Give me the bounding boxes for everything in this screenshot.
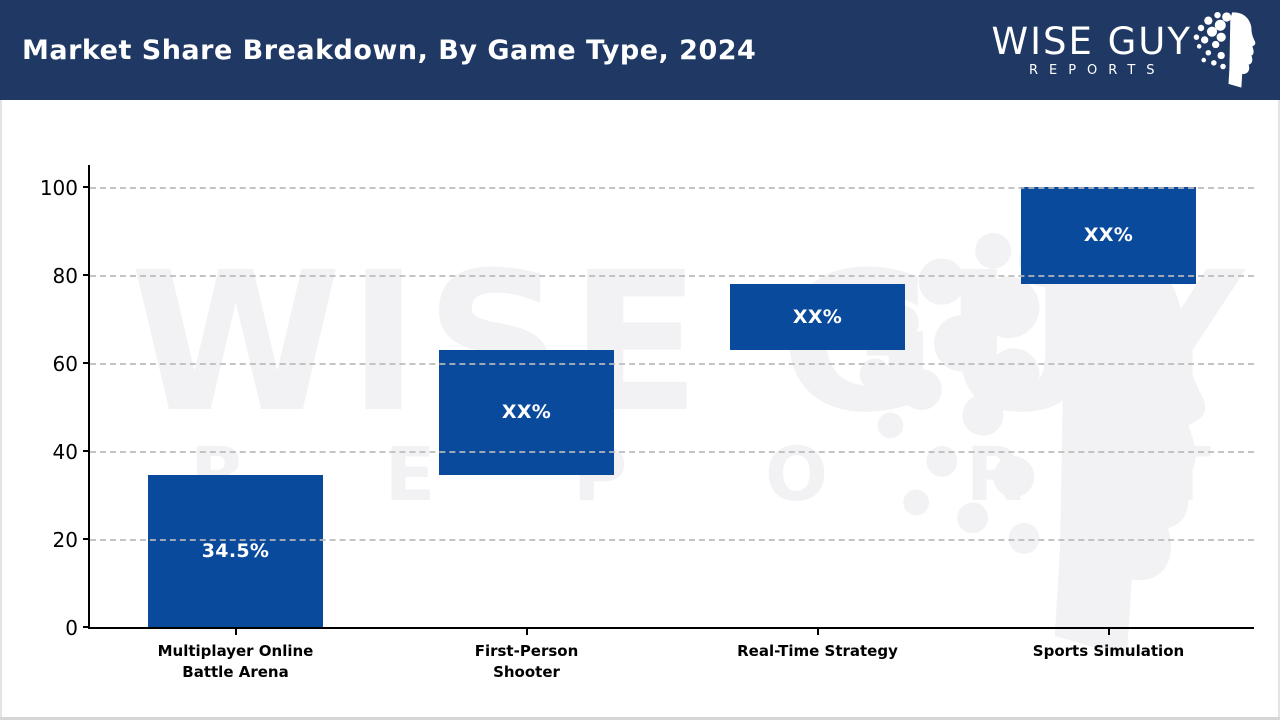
gridline <box>90 363 1254 365</box>
category-label: Multiplayer Online Battle Arena <box>157 642 314 681</box>
x-axis-tick-mark <box>234 629 237 635</box>
bar-value-label: XX% <box>1083 224 1134 247</box>
bar-value-label: XX% <box>501 401 552 424</box>
y-axis-tick-label: 100 <box>39 176 78 200</box>
x-axis-line <box>88 627 1254 629</box>
bar: 34.5% <box>148 475 323 627</box>
page-title: Market Share Breakdown, By Game Type, 20… <box>22 34 757 66</box>
gridline <box>90 187 1254 189</box>
y-axis-tick-mark <box>83 274 90 276</box>
bar: XX% <box>730 283 905 350</box>
y-axis-tick-mark <box>83 186 90 188</box>
header-bar: Market Share Breakdown, By Game Type, 20… <box>0 0 1280 100</box>
category-label: Sports Simulation <box>1032 642 1185 660</box>
y-axis-tick-mark <box>83 362 90 364</box>
gridline <box>90 451 1254 453</box>
y-axis-line <box>88 165 90 629</box>
chart-area: WISE GUY R E P O R T S 02040608010034.5%… <box>0 100 1280 717</box>
bar-value-label: XX% <box>792 305 843 328</box>
y-axis-tick-label: 0 <box>65 616 78 640</box>
bar: XX% <box>439 349 614 476</box>
y-axis-tick-label: 80 <box>52 264 78 288</box>
x-axis-tick-mark <box>1107 629 1110 635</box>
category-label: First-Person Shooter <box>474 642 579 681</box>
gridline <box>90 539 1254 541</box>
wiseguy-logo: WISE GUY REPORTS <box>992 9 1256 91</box>
y-axis-tick-label: 40 <box>52 440 78 464</box>
logo-subtext: REPORTS <box>1028 63 1166 78</box>
bar-value-label: 34.5% <box>201 540 270 563</box>
waterfall-chart: 0 20 40 60 80 100 34.5% Multiplayer Online Battl… <box>2 100 1278 717</box>
y-axis-tick-mark <box>83 538 90 540</box>
gridline <box>90 275 1254 277</box>
x-axis-tick-mark <box>525 629 528 635</box>
y-axis-tick-mark <box>83 450 90 452</box>
y-axis-tick-label: 20 <box>52 528 78 552</box>
wiseguy-head-icon <box>1193 11 1256 88</box>
y-axis-tick-label: 60 <box>52 352 78 376</box>
y-axis-tick-mark <box>83 626 90 628</box>
bar: XX% <box>1021 187 1196 284</box>
logo-text: WISE GUY REPORTS <box>992 23 1192 77</box>
category-label: Real-Time Strategy <box>737 642 898 660</box>
x-axis-tick-mark <box>816 629 819 635</box>
logo-wordmark: WISE GUY <box>991 20 1192 63</box>
